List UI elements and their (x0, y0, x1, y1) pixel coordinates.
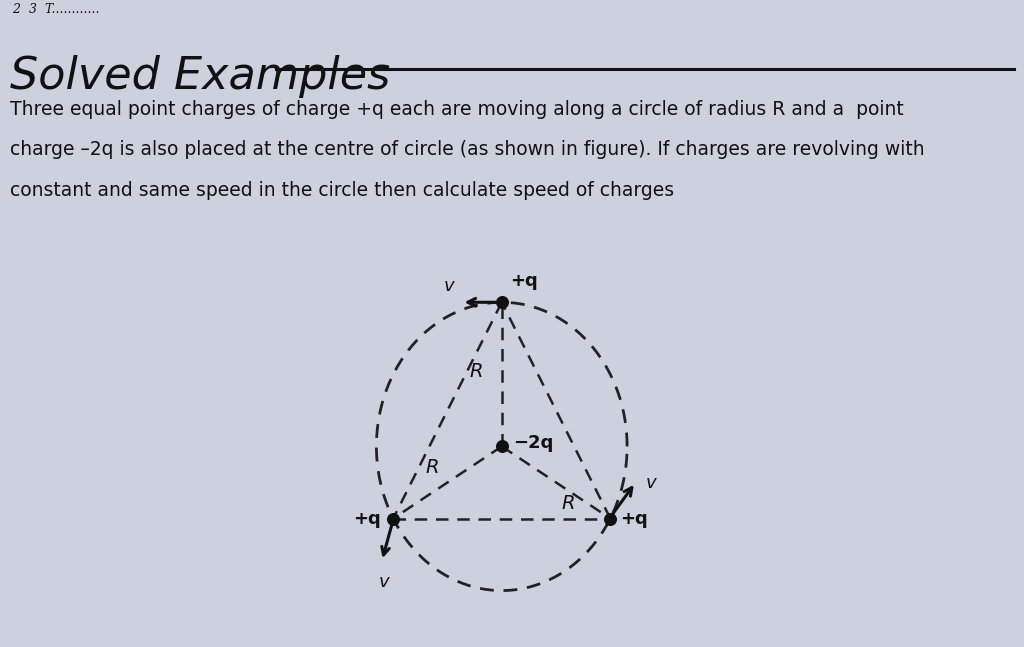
Text: Solved Examples: Solved Examples (10, 55, 390, 98)
Text: v: v (645, 474, 656, 492)
Text: +q: +q (511, 272, 539, 290)
Text: +q: +q (353, 509, 381, 527)
Point (602, 513, 618, 523)
Text: −2q: −2q (513, 433, 553, 452)
Text: 2  3  T............: 2 3 T............ (5, 3, 99, 16)
Text: charge –2q is also placed at the centre of circle (as shown in figure). If charg: charge –2q is also placed at the centre … (10, 140, 925, 159)
Point (494, 441, 510, 452)
Text: R: R (426, 458, 439, 477)
Point (494, 297, 510, 307)
Text: v: v (379, 573, 390, 591)
Text: R: R (470, 362, 483, 381)
Text: R: R (562, 494, 575, 513)
Text: constant and same speed in the circle then calculate speed of charges: constant and same speed in the circle th… (10, 181, 675, 199)
Text: v: v (443, 277, 455, 295)
Text: +q: +q (621, 509, 648, 527)
Point (385, 513, 401, 523)
Text: Three equal point charges of charge +q each are moving along a circle of radius : Three equal point charges of charge +q e… (10, 100, 904, 119)
